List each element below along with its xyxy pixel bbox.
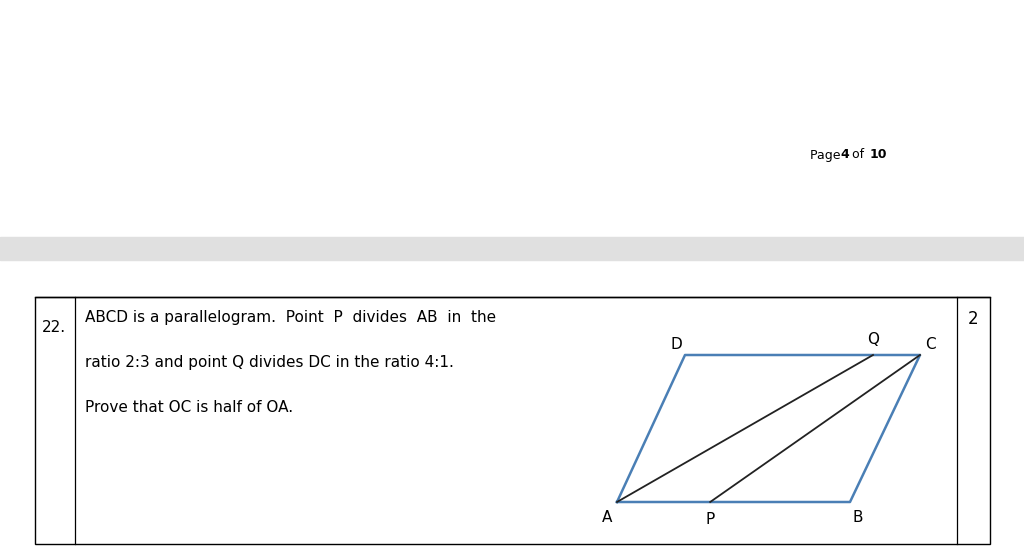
Text: A: A <box>602 510 612 525</box>
Text: ABCD is a parallelogram.  Point  P  divides  AB  in  the: ABCD is a parallelogram. Point P divides… <box>85 310 496 325</box>
Text: C: C <box>925 337 936 352</box>
Text: P: P <box>706 512 715 527</box>
Bar <box>0 237 1024 260</box>
Text: B: B <box>853 510 863 525</box>
Text: 4: 4 <box>840 149 849 162</box>
Text: 22.: 22. <box>42 320 67 335</box>
Text: Page: Page <box>810 149 845 162</box>
Text: Prove that OC is half of OA.: Prove that OC is half of OA. <box>85 400 293 415</box>
Text: ratio 2:3 and point Q divides DC in the ratio 4:1.: ratio 2:3 and point Q divides DC in the … <box>85 355 454 370</box>
Text: 10: 10 <box>870 149 888 162</box>
Text: Q: Q <box>867 332 879 347</box>
Text: 2: 2 <box>968 310 979 328</box>
Bar <box>35 297 990 544</box>
Text: of: of <box>848 149 868 162</box>
Text: D: D <box>671 337 682 352</box>
